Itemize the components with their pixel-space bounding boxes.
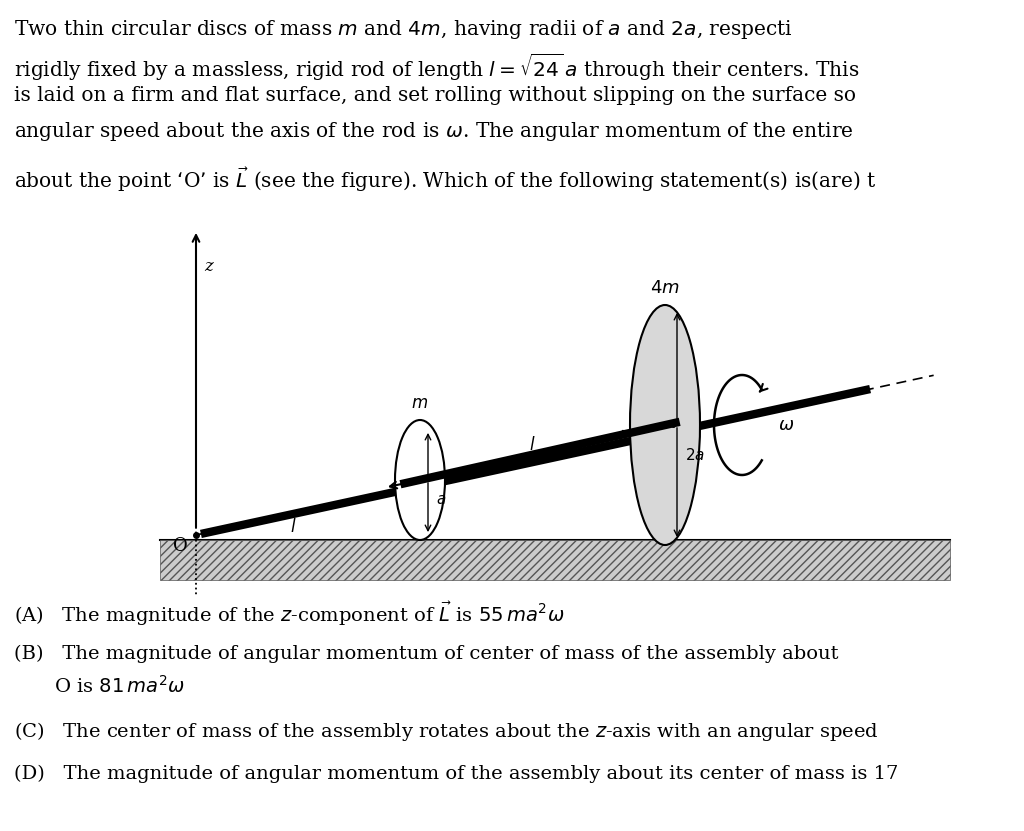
- Text: $l$: $l$: [290, 519, 296, 537]
- Text: is laid on a firm and flat surface, and set rolling without slipping on the surf: is laid on a firm and flat surface, and …: [14, 86, 856, 105]
- Text: $m$: $m$: [412, 395, 428, 412]
- Text: rigidly fixed by a massless, rigid rod of length $l=\sqrt{24}\,a$ through their : rigidly fixed by a massless, rigid rod o…: [14, 52, 859, 83]
- Text: O is $81\,ma^2\omega$: O is $81\,ma^2\omega$: [54, 675, 185, 697]
- Bar: [160, 540, 950, 580]
- Text: (C)   The center of mass of the assembly rotates about the $z$-axis with an angu: (C) The center of mass of the assembly r…: [14, 720, 879, 743]
- Text: $2a$: $2a$: [685, 447, 706, 463]
- Text: angular speed about the axis of the rod is $\omega$. The angular momentum of the: angular speed about the axis of the rod …: [14, 120, 854, 143]
- Text: $l$: $l$: [529, 435, 536, 454]
- Text: (A)   The magnitude of the $z$-component of $\vec{L}$ is $55\,ma^2\omega$: (A) The magnitude of the $z$-component o…: [14, 600, 564, 628]
- Text: (B)   The magnitude of angular momentum of center of mass of the assembly about: (B) The magnitude of angular momentum of…: [14, 645, 839, 663]
- Text: $4m$: $4m$: [650, 279, 680, 297]
- Ellipse shape: [630, 305, 700, 545]
- Text: Two thin circular discs of mass $m$ and $4m$, having radii of $a$ and $2a$, resp: Two thin circular discs of mass $m$ and …: [14, 18, 793, 41]
- Text: (D)   The magnitude of angular momentum of the assembly about its center of mass: (D) The magnitude of angular momentum of…: [14, 765, 898, 784]
- Text: $a$: $a$: [436, 493, 446, 507]
- Ellipse shape: [395, 420, 445, 540]
- Text: O: O: [173, 537, 188, 555]
- Text: about the point ‘O’ is $\vec{L}$ (see the figure). Which of the following statem: about the point ‘O’ is $\vec{L}$ (see th…: [14, 165, 877, 194]
- Text: $\omega$: $\omega$: [778, 416, 795, 434]
- Text: z: z: [204, 258, 213, 275]
